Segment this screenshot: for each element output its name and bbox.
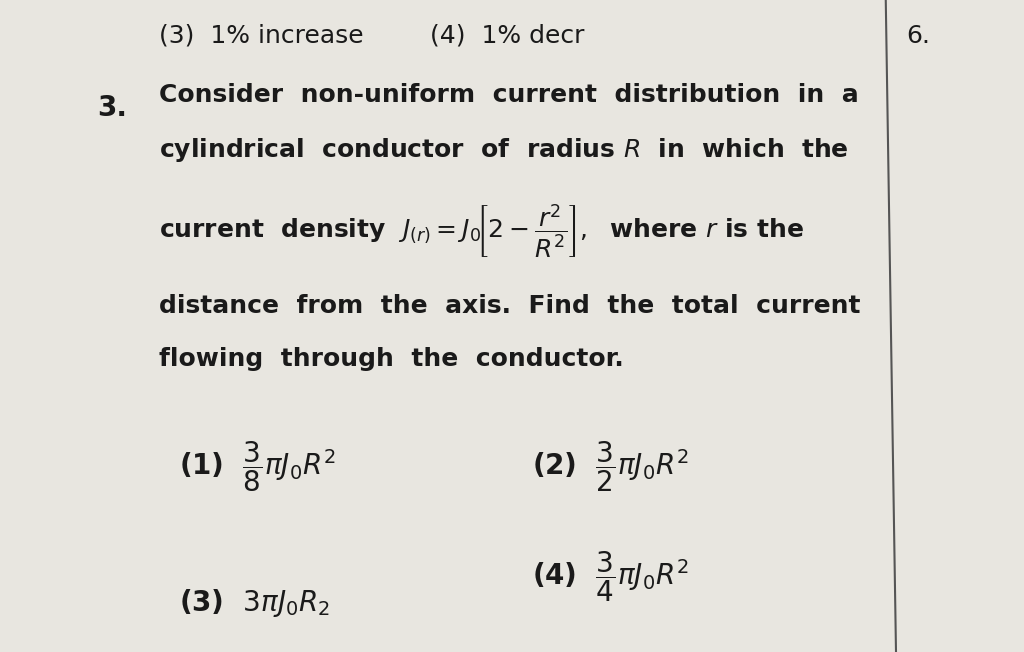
Text: current  density  $J_{(r)} = J_0\!\left[2 - \dfrac{r^2}{R^2}\right],$  where $r$: current density $J_{(r)} = J_0\!\left[2 …	[159, 203, 804, 260]
Text: (2)  $\dfrac{3}{2}\pi J_0 R^2$: (2) $\dfrac{3}{2}\pi J_0 R^2$	[532, 439, 689, 494]
Text: Consider  non-uniform  current  distribution  in  a: Consider non-uniform current distributio…	[159, 83, 858, 106]
Text: 6.: 6.	[906, 24, 930, 48]
Text: 3.: 3.	[97, 94, 127, 121]
Text: (4)  1% decr: (4) 1% decr	[430, 24, 585, 48]
Text: (3)  1% increase: (3) 1% increase	[159, 24, 364, 48]
Text: distance  from  the  axis.  Find  the  total  current: distance from the axis. Find the total c…	[159, 295, 860, 318]
Text: (3)  $3\pi J_0 R_2$: (3) $3\pi J_0 R_2$	[179, 587, 331, 619]
Text: (4)  $\dfrac{3}{4}\pi J_0 R^2$: (4) $\dfrac{3}{4}\pi J_0 R^2$	[532, 550, 689, 604]
Text: flowing  through  the  conductor.: flowing through the conductor.	[159, 347, 624, 370]
Text: cylindrical  conductor  of  radius $R$  in  which  the: cylindrical conductor of radius $R$ in w…	[159, 136, 849, 164]
Text: (1)  $\dfrac{3}{8}\pi J_0 R^2$: (1) $\dfrac{3}{8}\pi J_0 R^2$	[179, 439, 336, 494]
